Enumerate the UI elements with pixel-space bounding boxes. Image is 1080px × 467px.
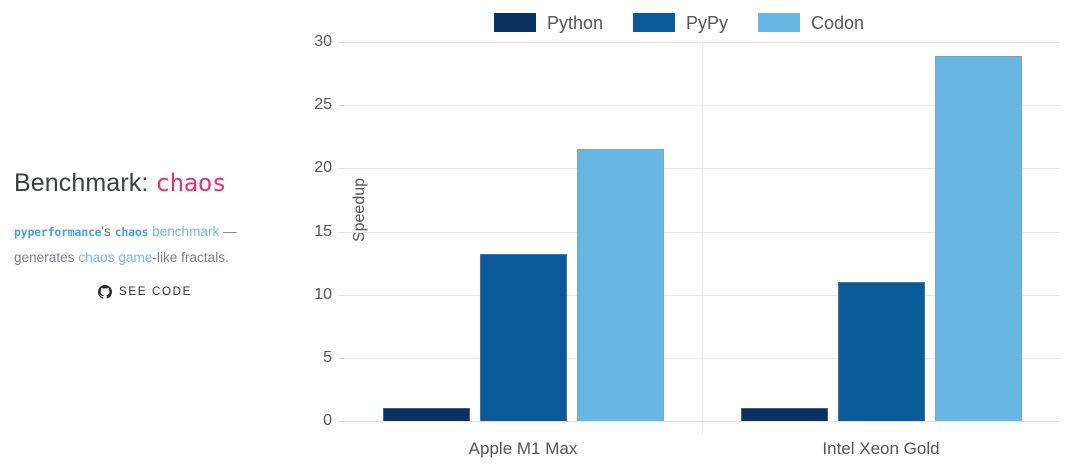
see-code-label: SEE CODE: [118, 285, 193, 298]
plot-area: 0 5 10 15 20 25 30 Apple M1 Max Intel Xeon Gold: [314, 33, 1060, 458]
benchmark-link[interactable]: benchmark: [148, 223, 220, 239]
y-tick-mark-20: [338, 168, 344, 170]
chaos-game-link[interactable]: chaos game: [78, 249, 153, 265]
y-tick-mark-0: [338, 421, 344, 422]
page-title-prefix: Benchmark:: [14, 168, 149, 197]
desc-middle-text: — generates: [14, 223, 237, 265]
github-icon: [97, 284, 112, 299]
desc-possessive: 's: [101, 223, 115, 239]
see-code-button[interactable]: SEE CODE: [86, 284, 193, 299]
legend-item-pypy[interactable]: PyPy: [632, 12, 728, 33]
y-tick-label-25: 25: [314, 96, 332, 114]
benchmark-name: chaos: [155, 168, 227, 197]
y-tick-mark-25: [338, 105, 344, 107]
y-tick-label-10: 10: [314, 285, 332, 303]
legend-item-python[interactable]: Python: [493, 12, 603, 33]
y-tick-label-5: 5: [323, 348, 332, 366]
category-divider: [702, 42, 703, 435]
y-tick-label-20: 20: [314, 159, 332, 177]
legend-item-codon[interactable]: Codon: [758, 13, 864, 32]
bar-python-intel-xeon-gold[interactable]: [740, 408, 828, 421]
speedup-bar-chart: Python PyPy Codon Speedup 0 5 10 15 20 25 30 Appl…: [278, 0, 1080, 467]
legend-swatch-codon: [758, 13, 800, 32]
bar-pypy-apple-m1-max[interactable]: [479, 254, 567, 421]
x-tick-label-1: Intel Xeon Gold: [822, 439, 940, 458]
bar-codon-intel-xeon-gold[interactable]: [934, 55, 1022, 421]
y-tick-mark-15: [338, 231, 344, 233]
legend-label-pypy: PyPy: [685, 12, 728, 33]
y-tick-label-0: 0: [323, 412, 332, 429]
benchmark-info-panel: Benchmark: chaos pyperformance's chaos b…: [0, 0, 278, 467]
legend-label-codon: Codon: [811, 12, 865, 33]
bar-codon-apple-m1-max[interactable]: [576, 149, 664, 421]
legend-label-python: Python: [546, 12, 603, 33]
bar-pypy-intel-xeon-gold[interactable]: [837, 282, 925, 421]
desc-tail-text: -like fractals.: [152, 249, 229, 265]
legend-swatch-pypy: [632, 13, 675, 32]
y-tick-label-15: 15: [314, 222, 332, 240]
chart-legend: Python PyPy Codon: [278, 13, 1080, 32]
y-tick-mark-30: [338, 42, 344, 43]
x-tick-label-0: Apple M1 Max: [468, 439, 578, 458]
bar-python-apple-m1-max[interactable]: [382, 408, 470, 421]
page-title: Benchmark: chaos: [14, 169, 226, 198]
y-tick-mark-5: [338, 357, 344, 359]
legend-swatch-python: [493, 13, 536, 32]
pyperformance-link[interactable]: pyperformance: [14, 224, 102, 239]
y-tick-mark-10: [338, 294, 344, 296]
y-tick-label-30: 30: [314, 33, 332, 50]
chaos-link[interactable]: chaos: [114, 224, 149, 239]
benchmark-description: pyperformance's chaos benchmark — genera…: [14, 219, 264, 271]
